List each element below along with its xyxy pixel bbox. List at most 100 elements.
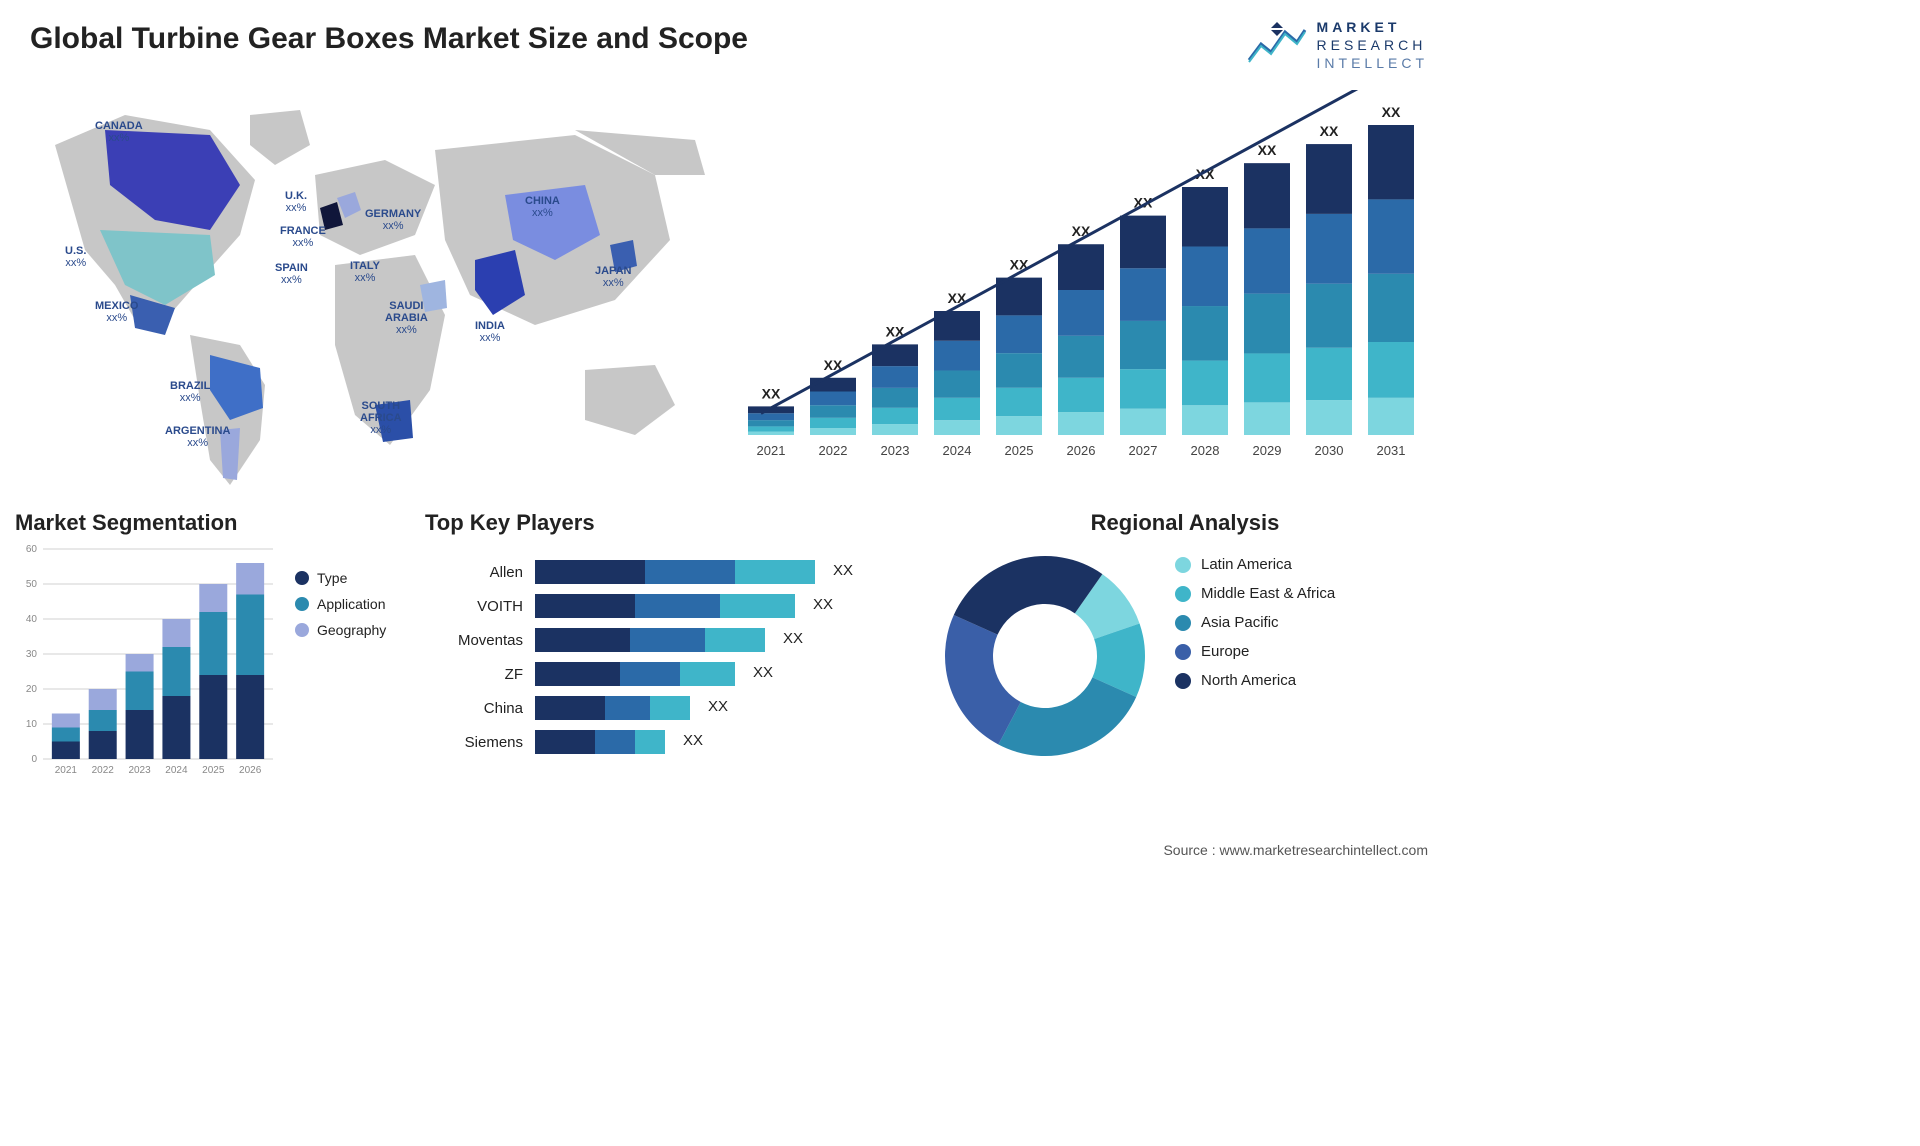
segmentation-title: Market Segmentation bbox=[15, 510, 415, 536]
logo-line3: INTELLECT bbox=[1317, 54, 1428, 72]
svg-text:XX: XX bbox=[762, 385, 781, 401]
regional-donut bbox=[935, 546, 1155, 766]
legend-label: Middle East & Africa bbox=[1201, 585, 1335, 602]
players-list: AllenXXVOITHXXMoventasXXZFXXChinaXXSieme… bbox=[435, 555, 915, 759]
players-panel: Top Key Players AllenXXVOITHXXMoventasXX… bbox=[425, 510, 925, 810]
map-label: SOUTHAFRICAxx% bbox=[360, 400, 402, 436]
player-name: China bbox=[435, 700, 535, 717]
map-label: SPAINxx% bbox=[275, 262, 308, 286]
player-bar-seg bbox=[630, 628, 705, 652]
legend-dot bbox=[295, 623, 309, 637]
player-value: XX bbox=[823, 562, 863, 579]
legend-dot bbox=[1175, 615, 1191, 631]
player-bar: XX bbox=[535, 594, 915, 618]
player-bar-seg bbox=[535, 696, 605, 720]
player-bar-seg bbox=[535, 594, 635, 618]
player-bar-seg bbox=[735, 560, 815, 584]
svg-text:XX: XX bbox=[1382, 104, 1401, 120]
map-label: INDIAxx% bbox=[475, 320, 505, 344]
player-value: XX bbox=[803, 596, 843, 613]
forecast-chart: XX2021XX2022XX2023XX2024XX2025XX2026XX20… bbox=[740, 90, 1430, 490]
player-bar-seg bbox=[650, 696, 690, 720]
svg-text:2021: 2021 bbox=[55, 765, 78, 776]
player-bar-seg bbox=[720, 594, 795, 618]
player-bar: XX bbox=[535, 560, 915, 584]
player-bar: XX bbox=[535, 662, 915, 686]
player-row: Moventas XX bbox=[435, 623, 915, 657]
legend-label: Application bbox=[317, 596, 386, 612]
svg-text:2024: 2024 bbox=[943, 443, 972, 458]
legend-label: Geography bbox=[317, 622, 386, 638]
player-bar-seg bbox=[535, 662, 620, 686]
segmentation-legend: Type Application Geography bbox=[295, 570, 386, 648]
player-value: XX bbox=[673, 732, 713, 749]
player-value: XX bbox=[773, 630, 813, 647]
player-name: VOITH bbox=[435, 598, 535, 615]
player-bar: XX bbox=[535, 628, 915, 652]
page-title: Global Turbine Gear Boxes Market Size an… bbox=[30, 22, 748, 56]
legend-label: Type bbox=[317, 570, 347, 586]
logo-icon bbox=[1247, 22, 1307, 68]
legend-dot bbox=[1175, 557, 1191, 573]
map-label: ARGENTINAxx% bbox=[165, 425, 230, 449]
logo-line1: MARKET bbox=[1317, 18, 1428, 36]
legend-item: Latin America bbox=[1175, 556, 1335, 573]
svg-text:2023: 2023 bbox=[881, 443, 910, 458]
svg-text:0: 0 bbox=[31, 754, 37, 765]
map-label: SAUDIARABIAxx% bbox=[385, 300, 428, 336]
svg-text:2026: 2026 bbox=[1067, 443, 1096, 458]
player-bar-seg bbox=[595, 730, 635, 754]
player-bar: XX bbox=[535, 730, 915, 754]
map-label: CHINAxx% bbox=[525, 195, 560, 219]
player-row: ChinaXX bbox=[435, 691, 915, 725]
player-name: Moventas bbox=[435, 632, 535, 649]
player-bar-seg bbox=[635, 730, 665, 754]
svg-text:XX: XX bbox=[1320, 123, 1339, 139]
regional-legend: Latin America Middle East & Africa Asia Pa… bbox=[1175, 556, 1335, 701]
regional-panel: Regional Analysis Latin America Middle Ea… bbox=[935, 510, 1435, 810]
legend-dot bbox=[1175, 644, 1191, 660]
regional-title: Regional Analysis bbox=[935, 510, 1435, 536]
svg-text:2030: 2030 bbox=[1315, 443, 1344, 458]
player-name: Siemens bbox=[435, 734, 535, 751]
svg-text:XX: XX bbox=[1258, 142, 1277, 158]
svg-text:2023: 2023 bbox=[128, 765, 151, 776]
svg-text:50: 50 bbox=[26, 579, 38, 590]
legend-label: Latin America bbox=[1201, 556, 1292, 573]
legend-dot bbox=[295, 571, 309, 585]
player-bar-seg bbox=[705, 628, 765, 652]
player-row: AllenXX bbox=[435, 555, 915, 589]
legend-dot bbox=[1175, 586, 1191, 602]
player-bar: XX bbox=[535, 696, 915, 720]
svg-text:30: 30 bbox=[26, 649, 38, 660]
player-bar-seg bbox=[635, 594, 720, 618]
svg-text:2028: 2028 bbox=[1191, 443, 1220, 458]
svg-text:2021: 2021 bbox=[757, 443, 786, 458]
legend-dot bbox=[295, 597, 309, 611]
svg-text:40: 40 bbox=[26, 614, 38, 625]
svg-text:60: 60 bbox=[26, 544, 38, 555]
player-bar-seg bbox=[605, 696, 650, 720]
svg-text:2025: 2025 bbox=[202, 765, 225, 776]
player-row: Siemens XX bbox=[435, 725, 915, 759]
segmentation-chart: 0102030405060202120222023202420252026 bbox=[15, 544, 295, 789]
map-label: FRANCExx% bbox=[280, 225, 326, 249]
segmentation-panel: Market Segmentation 01020304050602021202… bbox=[15, 510, 415, 810]
svg-text:2024: 2024 bbox=[165, 765, 188, 776]
player-name: ZF bbox=[435, 666, 535, 683]
player-bar-seg bbox=[680, 662, 735, 686]
svg-text:20: 20 bbox=[26, 684, 38, 695]
logo-line2: RESEARCH bbox=[1317, 36, 1428, 54]
player-bar-seg bbox=[535, 730, 595, 754]
legend-item: Asia Pacific bbox=[1175, 614, 1335, 631]
players-title: Top Key Players bbox=[425, 510, 925, 536]
svg-text:2029: 2029 bbox=[1253, 443, 1282, 458]
player-bar-seg bbox=[620, 662, 680, 686]
player-row: ZFXX bbox=[435, 657, 915, 691]
legend-item: Middle East & Africa bbox=[1175, 585, 1335, 602]
legend-label: Asia Pacific bbox=[1201, 614, 1279, 631]
map-label: CANADAxx% bbox=[95, 120, 143, 144]
svg-text:2025: 2025 bbox=[1005, 443, 1034, 458]
source-label: Source : www.marketresearchintellect.com bbox=[1163, 842, 1428, 858]
svg-text:2022: 2022 bbox=[92, 765, 115, 776]
